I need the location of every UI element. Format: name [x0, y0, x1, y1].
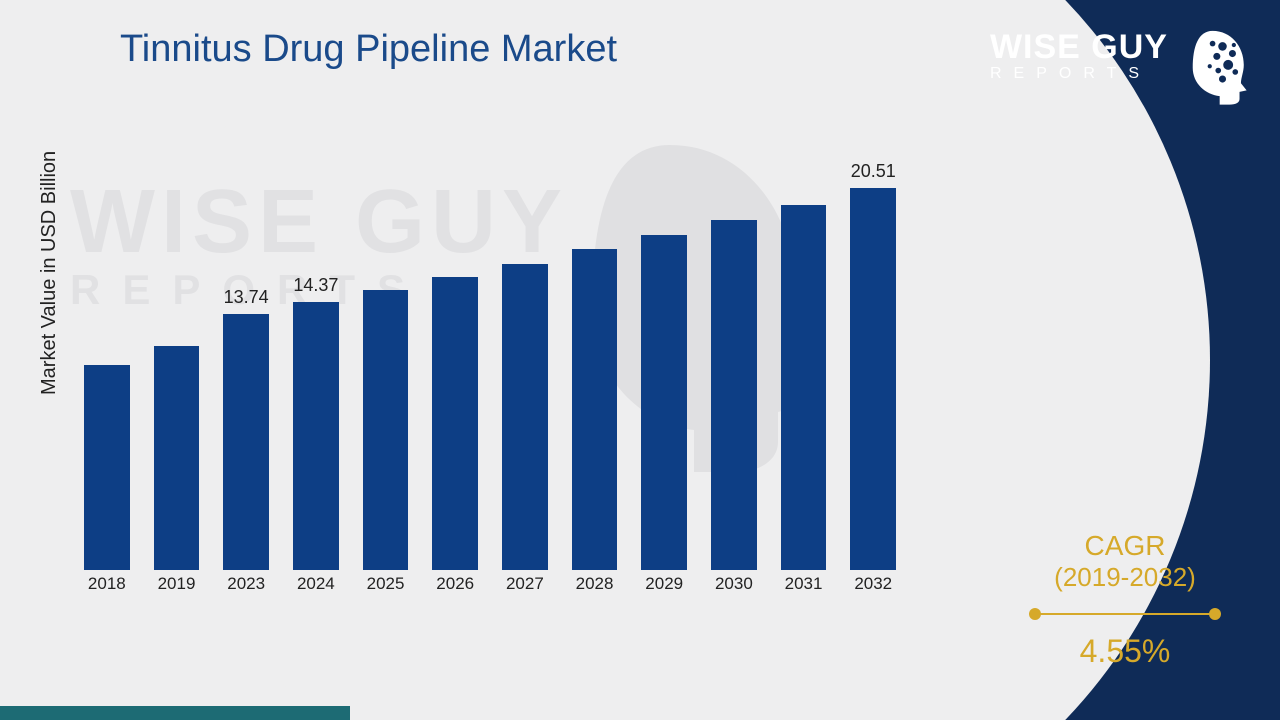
bar-column: 20.51: [846, 188, 900, 570]
bar-rect: [293, 302, 339, 570]
bar-column: [498, 264, 552, 570]
bottom-accent-strip: [0, 706, 350, 720]
bar-column: [80, 365, 134, 570]
x-tick-label: 2023: [219, 574, 273, 594]
bar-rect: [432, 277, 478, 570]
x-tick-label: 2026: [428, 574, 482, 594]
x-tick-label: 2019: [150, 574, 204, 594]
bar-column: [150, 346, 204, 570]
bar-rect: [84, 365, 130, 570]
brand-logo: WISE GUY REPORTS: [990, 28, 1250, 106]
bar-column: [359, 290, 413, 570]
cagr-label: CAGR: [1010, 530, 1240, 562]
bar-column: [428, 277, 482, 570]
logo-line1: WISE GUY: [990, 28, 1168, 67]
y-axis-label: Market Value in USD Billion: [38, 151, 61, 395]
bar-column: [777, 205, 831, 570]
logo-head-icon: [1178, 28, 1250, 106]
logo-line2: REPORTS: [990, 65, 1168, 83]
bar-rect: [223, 314, 269, 570]
bar-rect: [572, 249, 618, 570]
cagr-block: CAGR (2019-2032) 4.55%: [1010, 530, 1240, 670]
plot-region: 13.74 14.37 20.51: [80, 160, 900, 570]
bar-rect: [781, 205, 827, 570]
bar-value-label: 13.74: [224, 287, 269, 308]
bar-rect: [363, 290, 409, 570]
x-tick-label: 2031: [777, 574, 831, 594]
bar-column: 13.74: [219, 314, 273, 570]
x-tick-label: 2032: [846, 574, 900, 594]
cagr-divider: [1035, 613, 1215, 615]
chart-title: Tinnitus Drug Pipeline Market: [120, 28, 617, 71]
x-tick-label: 2028: [568, 574, 622, 594]
bar-rect: [641, 235, 687, 570]
chart-area: Tinnitus Drug Pipeline Market WISE GUY R…: [0, 0, 970, 720]
cagr-period: (2019-2032): [1010, 562, 1240, 593]
x-tick-label: 2027: [498, 574, 552, 594]
bar-series: 13.74 14.37 20.51: [80, 160, 900, 570]
x-tick-label: 2030: [707, 574, 761, 594]
bar-rect: [502, 264, 548, 570]
bar-rect: [711, 220, 757, 570]
bar-value-label: 14.37: [293, 275, 338, 296]
bar-column: 14.37: [289, 302, 343, 570]
x-axis: 2018 2019 2023 2024 2025 2026 2027 2028 2029 2030…: [80, 574, 900, 594]
bar-value-label: 20.51: [851, 161, 896, 182]
x-tick-label: 2025: [359, 574, 413, 594]
bar-rect: [154, 346, 200, 570]
cagr-value: 4.55%: [1010, 633, 1240, 670]
x-tick-label: 2029: [637, 574, 691, 594]
bar-column: [707, 220, 761, 570]
x-tick-label: 2018: [80, 574, 134, 594]
bar-column: [568, 249, 622, 570]
bar-column: [637, 235, 691, 570]
bar-rect: [850, 188, 896, 570]
x-tick-label: 2024: [289, 574, 343, 594]
